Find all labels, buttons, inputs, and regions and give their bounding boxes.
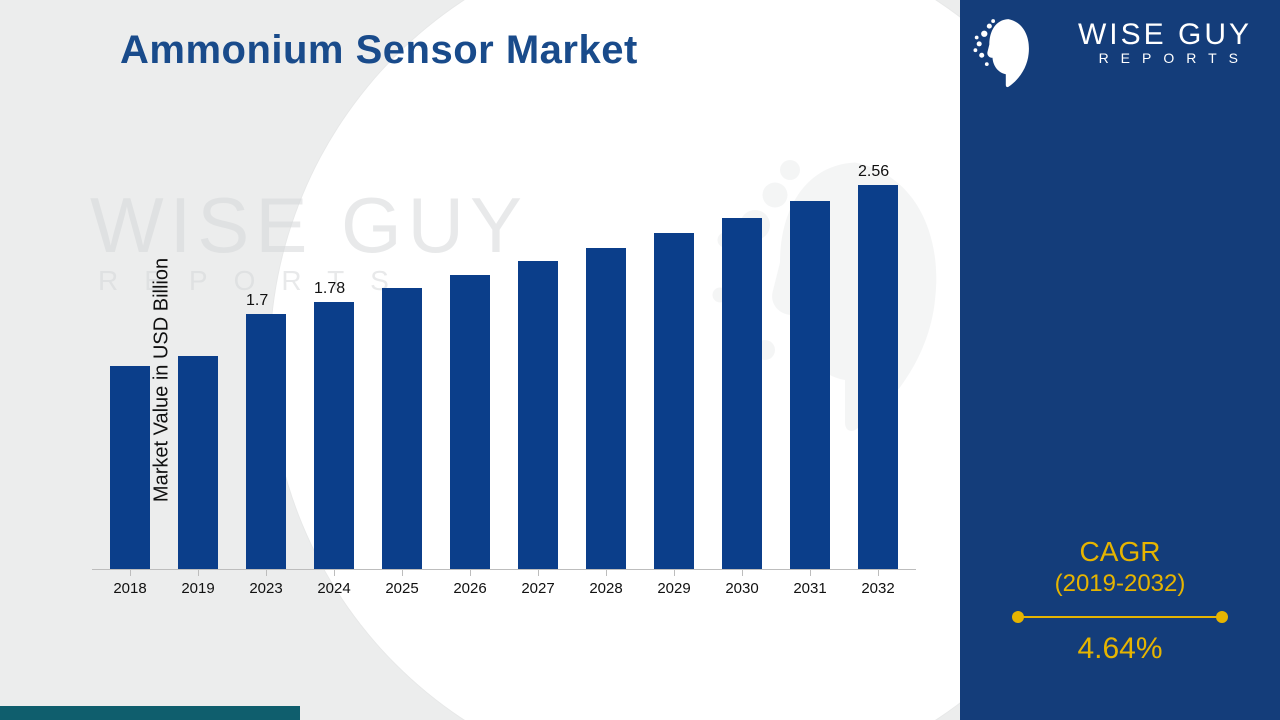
x-tick-label: 2023 — [232, 570, 300, 610]
bar-slot — [572, 150, 640, 569]
bar-slot — [164, 150, 232, 569]
x-tick-label: 2029 — [640, 570, 708, 610]
bar-slot — [436, 150, 504, 569]
x-tick-label: 2018 — [96, 570, 164, 610]
x-tick-label: 2028 — [572, 570, 640, 610]
x-tick-label: 2031 — [776, 570, 844, 610]
plot-area: 1.7 1.78 2.56 — [92, 150, 916, 570]
x-axis: 2018201920232024202520262027202820292030… — [92, 570, 916, 610]
bar-slot: 1.7 — [232, 150, 300, 569]
bar-slot — [640, 150, 708, 569]
cagr-title: CAGR — [1000, 536, 1240, 568]
bar — [790, 201, 830, 569]
bar-value-label: 1.78 — [314, 280, 345, 302]
x-tick-label: 2019 — [164, 570, 232, 610]
bar — [110, 366, 150, 569]
bars-container: 1.7 1.78 2.56 — [92, 150, 916, 569]
logo-line1: WISE GUY — [1078, 18, 1252, 52]
bar-slot — [368, 150, 436, 569]
x-tick-label: 2026 — [436, 570, 504, 610]
bar — [450, 275, 490, 569]
cagr-block: CAGR (2019-2032) 4.64% — [1000, 536, 1240, 666]
brand-logo: WISE GUY REPORTS — [1078, 18, 1252, 66]
bar: 2.56 — [858, 185, 898, 569]
logo-head-icon — [970, 16, 1034, 92]
bar — [518, 261, 558, 569]
logo-line2: REPORTS — [1078, 50, 1252, 66]
bar-slot: 1.78 — [300, 150, 368, 569]
bottom-accent-bar — [0, 706, 300, 720]
x-tick-label: 2025 — [368, 570, 436, 610]
bar-value-label: 1.7 — [246, 292, 268, 314]
bar — [722, 218, 762, 569]
stage: WISE GUY REPORTS Ammonium Sensor Market … — [0, 0, 1280, 720]
chart-title: Ammonium Sensor Market — [120, 28, 638, 73]
bar: 1.78 — [314, 302, 354, 569]
cagr-divider — [1018, 616, 1222, 618]
bar: 1.7 — [246, 314, 286, 569]
x-tick-label: 2030 — [708, 570, 776, 610]
bar — [382, 288, 422, 569]
bar — [654, 233, 694, 569]
bar-value-label: 2.56 — [858, 163, 889, 185]
bar-chart: Market Value in USD Billion 1.71.782.56 … — [56, 150, 916, 610]
x-tick-label: 2024 — [300, 570, 368, 610]
bar — [178, 356, 218, 569]
bar-slot — [96, 150, 164, 569]
bar-slot — [708, 150, 776, 569]
bar-slot: 2.56 — [844, 150, 912, 569]
bar — [586, 248, 626, 569]
x-tick-label: 2027 — [504, 570, 572, 610]
cagr-value: 4.64% — [1000, 632, 1240, 666]
bar-slot — [776, 150, 844, 569]
cagr-range: (2019-2032) — [1000, 570, 1240, 598]
bar-slot — [504, 150, 572, 569]
x-tick-label: 2032 — [844, 570, 912, 610]
